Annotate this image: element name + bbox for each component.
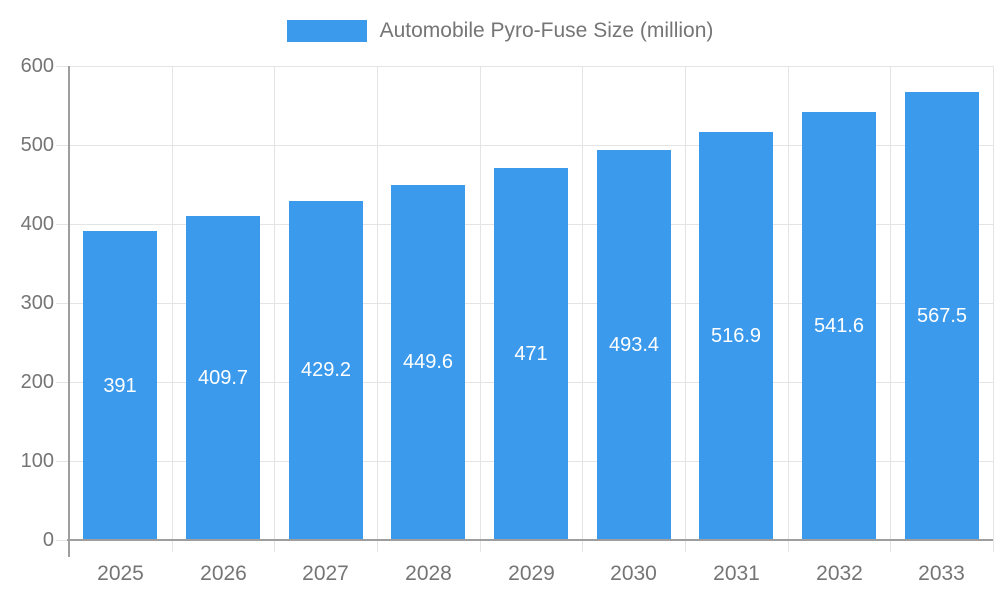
- bar-value-label: 391: [103, 375, 137, 397]
- bar-value-label: 449.6: [402, 351, 454, 373]
- x-tick-label: 2028: [405, 562, 452, 585]
- bar: [391, 185, 465, 539]
- x-tick-label: 2027: [302, 562, 349, 585]
- bar-value-label: 429.2: [300, 359, 352, 381]
- x-tick-label: 2030: [610, 562, 657, 585]
- x-axis-tick: [993, 540, 994, 552]
- x-tick-label: 2025: [97, 562, 144, 585]
- y-tick-label: 300: [20, 292, 54, 314]
- y-axis-tick: [56, 145, 69, 146]
- x-tick-label: 2032: [816, 562, 863, 585]
- x-axis-tick: [480, 540, 481, 552]
- x-axis-line: [67, 539, 993, 541]
- bar: [83, 231, 157, 539]
- gridline-vertical: [685, 66, 686, 540]
- y-axis-tick: [56, 382, 69, 383]
- x-axis-tick: [685, 540, 686, 552]
- x-tick-label: 2029: [508, 562, 555, 585]
- bar: [186, 216, 260, 539]
- gridline-vertical: [274, 66, 275, 540]
- y-tick-label: 500: [20, 134, 54, 156]
- y-axis-tick: [56, 66, 69, 67]
- gridline-vertical: [480, 66, 481, 540]
- y-axis-line: [68, 66, 70, 557]
- bar: [597, 150, 671, 539]
- gridline-vertical: [377, 66, 378, 540]
- bar-value-label: 516.9: [710, 325, 762, 347]
- bar-value-label: 567.5: [916, 305, 968, 327]
- y-tick-label: 0: [42, 529, 54, 551]
- x-axis-tick: [377, 540, 378, 552]
- x-tick-label: 2031: [713, 562, 760, 585]
- y-axis-tick: [56, 303, 69, 304]
- x-axis-tick: [172, 540, 173, 552]
- bar: [802, 112, 876, 539]
- legend-label: Automobile Pyro-Fuse Size (million): [379, 19, 714, 42]
- x-tick-label: 2033: [918, 562, 965, 585]
- chart-legend[interactable]: Automobile Pyro-Fuse Size (million): [0, 14, 1000, 48]
- bar: [289, 201, 363, 539]
- x-axis-tick: [788, 540, 789, 552]
- y-tick-label: 100: [20, 450, 54, 472]
- bar: [699, 132, 773, 539]
- gridline-vertical: [582, 66, 583, 540]
- bar-value-label: 471: [514, 343, 548, 365]
- y-tick-label: 200: [20, 371, 54, 393]
- x-axis-tick: [582, 540, 583, 552]
- gridline-vertical: [890, 66, 891, 540]
- bar-value-label: 541.6: [813, 315, 865, 337]
- x-tick-label: 2026: [200, 562, 247, 585]
- gridline-horizontal: [69, 145, 993, 146]
- x-axis-tick: [890, 540, 891, 552]
- bar: [494, 168, 568, 539]
- bar: [905, 92, 979, 539]
- x-axis-tick: [274, 540, 275, 552]
- gridline-vertical: [993, 66, 994, 540]
- gridline-vertical: [172, 66, 173, 540]
- y-axis-tick: [56, 224, 69, 225]
- gridline-vertical: [788, 66, 789, 540]
- y-axis-tick: [56, 540, 69, 541]
- gridline-horizontal: [69, 66, 993, 67]
- bar-value-label: 493.4: [608, 334, 660, 356]
- y-tick-label: 400: [20, 213, 54, 235]
- bar-value-label: 409.7: [197, 367, 249, 389]
- y-axis-tick: [56, 461, 69, 462]
- y-tick-label: 600: [20, 55, 54, 77]
- legend-swatch: [286, 20, 367, 42]
